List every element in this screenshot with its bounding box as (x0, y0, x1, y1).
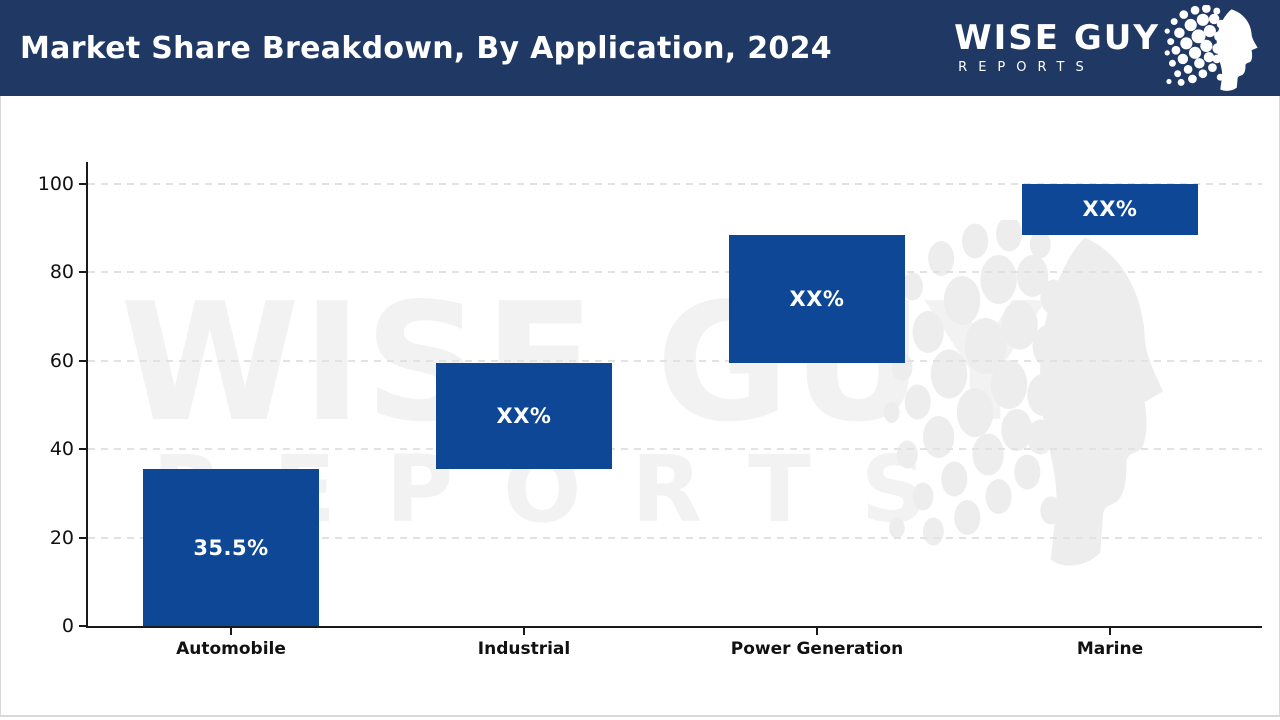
y-tick-label: 20 (49, 526, 74, 549)
y-tick-label: 0 (61, 615, 74, 637)
bar-marine: XX% (1022, 184, 1198, 235)
gridline (88, 536, 1262, 539)
bar-value-label: XX% (789, 286, 845, 311)
x-category-label: Industrial (477, 639, 571, 659)
bar-power-generation: XX% (729, 234, 905, 363)
brand-name: WISE GUY (954, 18, 1160, 58)
y-axis (86, 162, 88, 628)
x-category-label: Power Generation (730, 639, 904, 659)
brand-subtitle: REPORTS (958, 60, 1095, 75)
gridline (88, 271, 1262, 274)
x-tick (816, 628, 818, 635)
y-tick-label: 100 (37, 173, 74, 195)
page-title: Market Share Breakdown, By Application, … (20, 30, 832, 66)
brand-logo: WISE GUY REPORTS (954, 4, 1262, 92)
x-tick (230, 628, 232, 635)
x-tick (1109, 628, 1111, 635)
x-tick (523, 628, 525, 635)
bar-automobile: 35.5% (143, 469, 319, 626)
bar-industrial: XX% (436, 363, 612, 470)
x-category-label: Marine (1076, 639, 1144, 659)
y-tick (79, 183, 87, 185)
y-tick (79, 536, 87, 539)
y-tick (79, 448, 87, 451)
y-tick-label: 60 (49, 349, 74, 372)
x-axis (86, 626, 1262, 628)
x-category-label: Automobile (176, 639, 286, 659)
gridline (88, 448, 1262, 451)
y-tick (79, 271, 87, 274)
y-tick (79, 625, 87, 627)
y-tick (79, 359, 87, 362)
bar-value-label: 35.5% (193, 535, 269, 560)
header: Market Share Breakdown, By Application, … (0, 0, 1280, 96)
brand-text: WISE GUY REPORTS (954, 21, 1160, 75)
gridline (88, 183, 1262, 185)
bar-value-label: XX% (496, 404, 552, 429)
y-tick-label: 80 (49, 261, 74, 284)
dotted-face-profile-icon (1164, 4, 1258, 91)
bar-value-label: XX% (1082, 197, 1138, 222)
y-tick-label: 40 (49, 438, 74, 461)
gridline (88, 359, 1262, 362)
